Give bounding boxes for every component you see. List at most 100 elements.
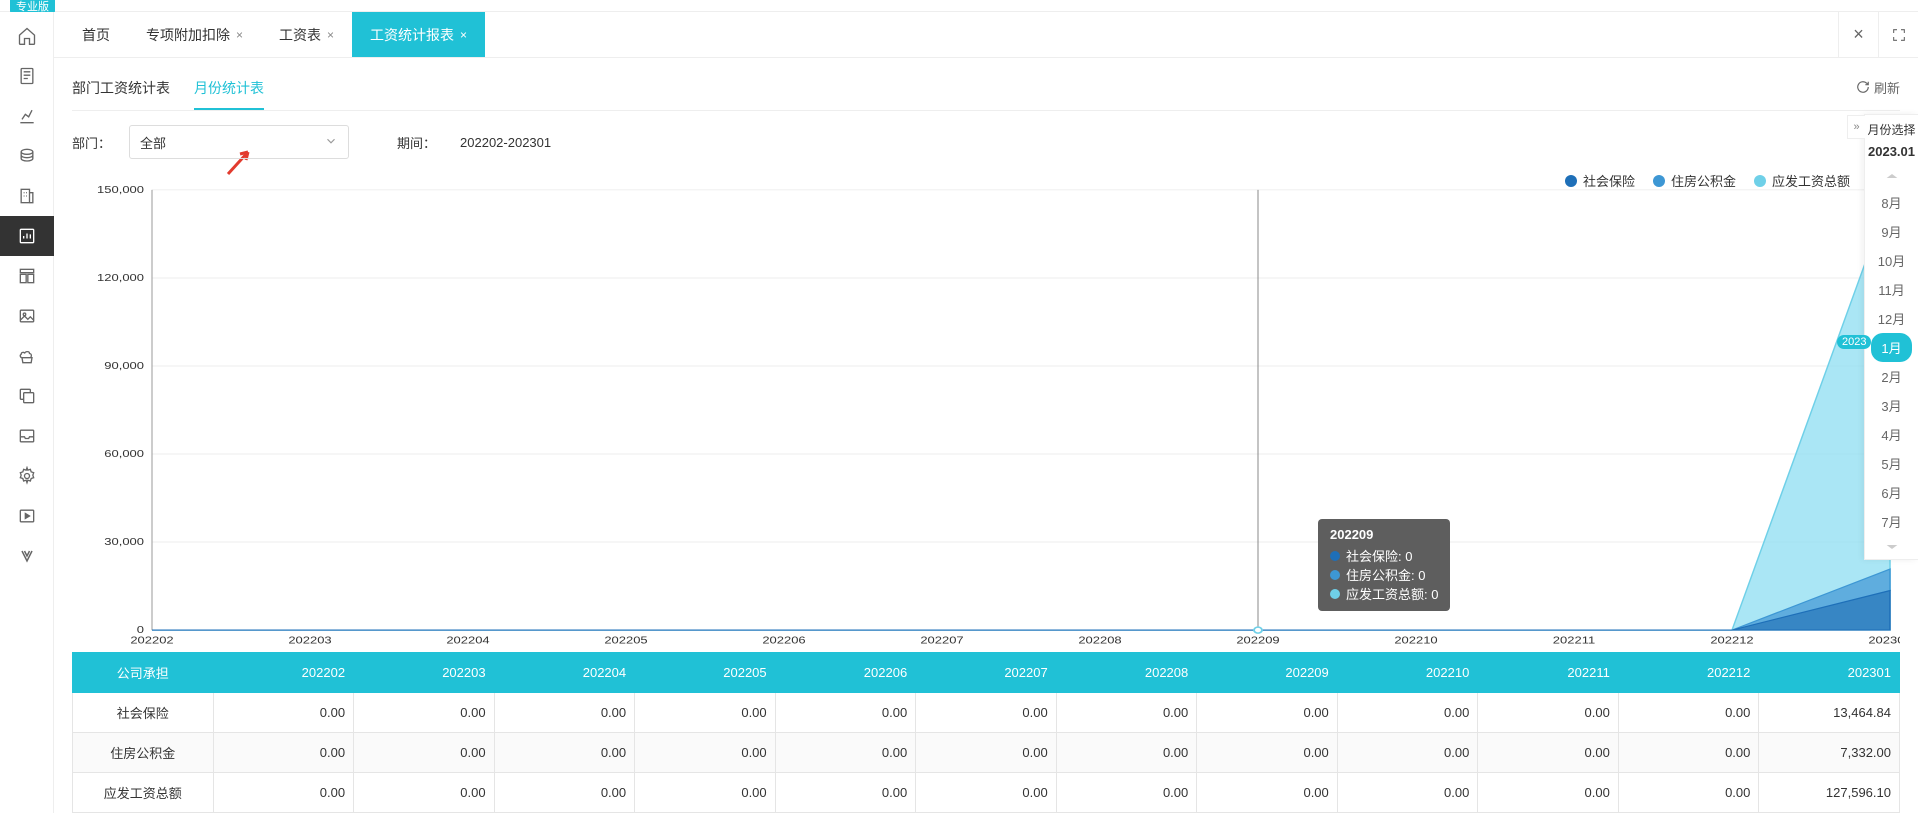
tab-salary-report[interactable]: 工资统计报表×: [352, 12, 485, 57]
content: 部门工资统计表 月份统计表 刷新 部门： 全部 期间： 202202-20230…: [54, 58, 1918, 813]
month-option[interactable]: 4月: [1865, 420, 1918, 449]
svg-text:90,000: 90,000: [104, 361, 144, 371]
table-row: 社会保险0.000.000.000.000.000.000.000.000.00…: [73, 693, 1900, 733]
table-header: 202205: [635, 653, 776, 693]
subtab-dept-stats[interactable]: 部门工资统计表: [72, 72, 170, 110]
table-header: 202206: [775, 653, 916, 693]
table-cell: 0.00: [494, 733, 635, 773]
svg-text:30,000: 30,000: [104, 537, 144, 547]
table-cell: 0.00: [1478, 773, 1619, 813]
table-header: 202204: [494, 653, 635, 693]
month-option[interactable]: 8月: [1865, 188, 1918, 217]
table-cell: 0.00: [775, 693, 916, 733]
table-header-first: 公司承担: [73, 653, 214, 693]
nav-v[interactable]: [0, 536, 54, 576]
legend-item[interactable]: 社会保险: [1565, 171, 1635, 190]
nav-copy[interactable]: [0, 376, 54, 416]
legend-item[interactable]: 住房公积金: [1653, 171, 1736, 190]
refresh-button[interactable]: 刷新: [1856, 72, 1900, 110]
table-cell: 0.00: [1197, 773, 1338, 813]
table-cell: 0.00: [494, 773, 635, 813]
layout: 首页 专项附加扣除 × 工资表× 工资统计报表× × 部门工资统计表 月份统计表 …: [0, 12, 1918, 813]
nav-building[interactable]: [0, 176, 54, 216]
period-value: 202202-202301: [460, 135, 551, 150]
svg-text:202207: 202207: [920, 636, 963, 646]
fullscreen-icon[interactable]: [1878, 12, 1918, 57]
nav-settings[interactable]: [0, 456, 54, 496]
legend-item[interactable]: 应发工资总额: [1754, 171, 1850, 190]
table-cell: 0.00: [213, 733, 354, 773]
close-icon[interactable]: ×: [460, 28, 467, 42]
dept-value: 全部: [140, 133, 166, 152]
month-option[interactable]: 9月: [1865, 217, 1918, 246]
subtab-month-stats[interactable]: 月份统计表: [194, 72, 264, 110]
tab-deduction[interactable]: 专项附加扣除 ×: [128, 12, 261, 57]
table-header-row: 公司承担202202202203202204202205202206202207…: [73, 653, 1900, 693]
table-wrap: 公司承担202202202203202204202205202206202207…: [72, 652, 1900, 813]
tab-label: 首页: [82, 25, 110, 45]
table-cell: 0.00: [354, 733, 495, 773]
month-option[interactable]: 7月: [1865, 507, 1918, 536]
month-option[interactable]: 1月2023: [1871, 333, 1912, 362]
table-cell: 0.00: [213, 693, 354, 733]
legend-label: 住房公积金: [1671, 171, 1736, 190]
table-cell: 0.00: [354, 773, 495, 813]
svg-text:202206: 202206: [762, 636, 805, 646]
close-icon[interactable]: ×: [236, 28, 243, 42]
chart-legend: 社会保险 住房公积金应发工资总额: [1565, 171, 1850, 190]
table-cell: 0.00: [213, 773, 354, 813]
month-option[interactable]: 5月: [1865, 449, 1918, 478]
month-option[interactable]: 11月: [1865, 275, 1918, 304]
month-option[interactable]: 12月: [1865, 304, 1918, 333]
salary-table: 公司承担202202202203202204202205202206202207…: [72, 652, 1900, 813]
month-scroll-down[interactable]: [1865, 536, 1918, 559]
dept-select[interactable]: 全部: [129, 125, 349, 159]
table-cell: 0.00: [916, 773, 1057, 813]
month-list: 8月9月10月11月12月1月20232月3月4月5月6月7月: [1865, 188, 1918, 536]
nav-report[interactable]: [0, 216, 54, 256]
refresh-icon: [1856, 80, 1870, 94]
tab-salary[interactable]: 工资表×: [261, 12, 352, 57]
svg-text:202210: 202210: [1394, 636, 1437, 646]
nav-home[interactable]: [0, 16, 54, 56]
table-header: 202209: [1197, 653, 1338, 693]
table-cell: 0.00: [916, 693, 1057, 733]
svg-text:60,000: 60,000: [104, 449, 144, 459]
tabs-close-all[interactable]: ×: [1838, 12, 1878, 57]
dept-label: 部门：: [72, 133, 111, 152]
table-cell: 0.00: [1056, 773, 1197, 813]
month-option[interactable]: 6月: [1865, 478, 1918, 507]
row-label: 社会保险: [73, 693, 214, 733]
nav-inbox[interactable]: [0, 416, 54, 456]
chart-svg: 030,00060,00090,000120,000150,0002022022…: [72, 175, 1900, 648]
nav-doc[interactable]: [0, 56, 54, 96]
nav-play[interactable]: [0, 496, 54, 536]
month-option[interactable]: 3月: [1865, 391, 1918, 420]
legend-dot-icon: [1754, 175, 1766, 187]
nav-chart[interactable]: [0, 96, 54, 136]
main: 首页 专项附加扣除 × 工资表× 工资统计报表× × 部门工资统计表 月份统计表 …: [54, 12, 1918, 813]
table-cell: 0.00: [1337, 773, 1478, 813]
month-panel-header: 月份选择: [1865, 115, 1918, 144]
panel-collapse[interactable]: »: [1847, 115, 1865, 139]
tab-home[interactable]: 首页: [64, 12, 128, 57]
month-scroll-up[interactable]: [1865, 165, 1918, 188]
close-icon[interactable]: ×: [327, 28, 334, 42]
refresh-label: 刷新: [1874, 78, 1900, 97]
table-cell: 0.00: [1056, 693, 1197, 733]
table-header: 202207: [916, 653, 1057, 693]
nav-image[interactable]: [0, 296, 54, 336]
nav-cook[interactable]: [0, 336, 54, 376]
nav-money[interactable]: [0, 136, 54, 176]
sidebar: [0, 12, 54, 813]
month-option[interactable]: 10月: [1865, 246, 1918, 275]
table-cell: 0.00: [635, 693, 776, 733]
year-badge: 2023: [1837, 335, 1871, 349]
month-option[interactable]: 2月: [1865, 362, 1918, 391]
svg-text:202211: 202211: [1553, 636, 1595, 646]
tab-label: 专项附加扣除: [146, 25, 230, 45]
table-cell: 0.00: [775, 773, 916, 813]
nav-template[interactable]: [0, 256, 54, 296]
table-cell: 0.00: [1618, 693, 1759, 733]
row-label: 住房公积金: [73, 733, 214, 773]
